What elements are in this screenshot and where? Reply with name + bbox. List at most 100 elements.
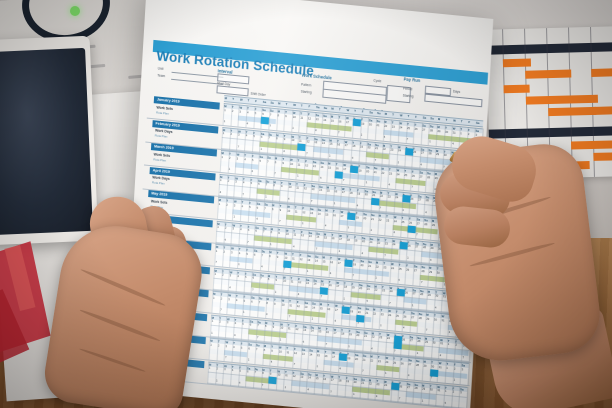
hours-cell: 7 [278,219,281,224]
date-cell: 16 [338,120,342,124]
date-cell: 20 [354,357,359,362]
date-cell: 21 [375,147,379,151]
day-header-cell: M [384,112,388,117]
highlighted-day-cell[interactable] [393,335,402,343]
highlighted-day-cell[interactable] [341,306,350,315]
highlighted-day-cell[interactable] [283,259,292,268]
hours-cell: 4 [224,238,226,242]
date-cell: 19 [355,216,359,220]
date-cell: 15 [323,236,327,240]
date-cell: 2 [228,156,231,160]
hours-cell: 1 [338,249,341,253]
date-cell: 29 [430,247,434,251]
date-cell: 15 [327,166,332,170]
date-cell: 17 [330,378,334,383]
gantt-header-band-1 [486,42,612,55]
hours-cell: 4 [238,381,241,385]
highlighted-day-cell[interactable] [370,197,380,206]
hours-cell: 7 [220,308,222,312]
hours-cell: 7 [420,281,423,285]
highlighted-day-cell[interactable] [429,368,439,377]
tablet-device[interactable] [0,35,99,246]
hours-cell: 7 [256,335,259,339]
date-cell: 7 [261,254,264,258]
date-cell: 28 [426,176,431,180]
date-cell: 9 [276,255,279,259]
date-cell: 17 [340,214,344,219]
date-cell: 11 [290,280,294,284]
date-cell: 30 [435,294,439,299]
date-cell: 2 [452,390,455,395]
highlighted-day-cell[interactable] [352,118,362,127]
date-cell: 17 [334,308,338,312]
date-cell: 1 [224,108,226,113]
date-cell: 26 [401,338,406,343]
date-cell: 29 [437,129,441,134]
hours-cell: 1 [211,331,213,335]
date-cell: 4 [237,275,239,279]
date-cell: 13 [305,282,309,286]
date-cell: 11 [293,233,297,237]
hours-cell: 1 [311,317,314,321]
date-cell: 29 [431,223,435,227]
date-cell: 28 [415,363,419,367]
date-cell: 2 [221,273,224,278]
date-cell: 22 [381,171,385,175]
date-cell: 3 [232,227,235,231]
highlighted-day-cell[interactable] [338,353,348,362]
highlighted-day-cell[interactable] [396,288,405,296]
highlighted-day-cell[interactable] [401,194,411,203]
date-cell: 24 [389,290,393,294]
date-cell: 27 [406,386,410,390]
highlighted-day-cell[interactable] [356,314,365,323]
highlighted-day-cell[interactable] [319,287,329,295]
date-cell: 5 [240,346,243,350]
hours-cell: 1 [269,242,272,246]
green-indicator-light [70,6,80,16]
day-header-cell: T [232,97,235,102]
highlighted-day-cell[interactable] [347,212,356,221]
hours-cell: 7 [237,145,240,149]
date-cell: 3 [236,157,239,161]
highlighted-day-cell[interactable] [407,225,417,233]
hours-cell: 7 [283,267,286,271]
date-cell: 6 [255,229,257,234]
date-cell: 15 [330,119,334,123]
date-cell: 21 [365,311,369,315]
date-cell: 10 [280,326,284,331]
date-cell: 21 [363,335,368,339]
date-cell: 12 [303,187,307,191]
date-cell: 26 [410,198,414,202]
date-cell: 28 [418,316,422,321]
highlighted-day-cell[interactable] [349,165,359,174]
date-cell: 3 [237,133,240,138]
date-cell: 29 [428,270,433,274]
highlighted-day-cell[interactable] [344,259,353,268]
day-header-cell: T [285,102,288,107]
day-header-cell: W [293,103,297,108]
date-cell: 4 [242,181,245,185]
date-cell: 8 [263,348,266,352]
date-cell: 9 [275,279,277,283]
day-header-cell: M [224,96,228,101]
date-cell: 21 [366,288,370,292]
highlighted-day-cell[interactable] [390,381,400,390]
date-cell: 19 [345,380,350,384]
tablet-screen[interactable] [0,47,93,236]
hours-cell: 4 [361,251,364,255]
highlighted-day-cell[interactable] [404,147,414,156]
date-cell: 2 [220,297,223,301]
highlighted-day-cell[interactable] [334,170,343,179]
day-header-cell: W [239,97,243,103]
hours-cell: 7 [310,199,313,203]
hours-cell: 7 [320,294,323,298]
highlighted-day-cell[interactable] [268,376,277,385]
highlighted-day-cell[interactable] [260,116,270,125]
date-cell: 18 [341,332,345,337]
hours-cell: 7 [398,396,401,401]
date-cell: 14 [313,282,317,287]
date-cell: 7 [258,301,261,305]
highlighted-day-cell[interactable] [399,241,408,249]
date-cell: 1 [447,343,450,347]
highlighted-day-cell[interactable] [297,143,307,152]
